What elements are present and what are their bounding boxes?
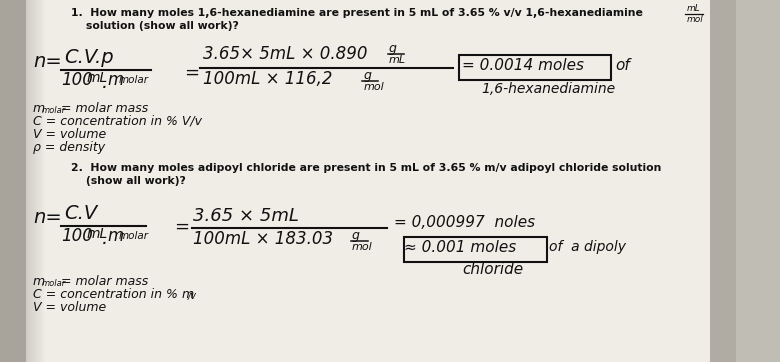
Bar [30, 0, 31, 362]
Text: molar: molar [41, 106, 66, 115]
Text: solution (show all work)?: solution (show all work)? [71, 21, 239, 31]
Bar [28, 0, 30, 362]
Text: mL: mL [87, 71, 108, 85]
Bar [42, 0, 44, 362]
Text: mL: mL [87, 227, 108, 241]
Text: molar: molar [119, 231, 149, 241]
Text: molar: molar [119, 75, 149, 85]
Text: (show all work)?: (show all work)? [71, 176, 186, 186]
Text: m: m [108, 227, 124, 245]
Text: V = volume: V = volume [33, 128, 106, 141]
Text: = molar mass: = molar mass [62, 275, 148, 288]
Text: C = concentration in %: C = concentration in % [33, 288, 178, 301]
Text: 3.65 × 5mL: 3.65 × 5mL [193, 207, 300, 225]
Text: mL: mL [687, 4, 700, 13]
Text: g: g [363, 69, 371, 82]
Text: n=: n= [33, 52, 62, 71]
Text: of  a dipoly: of a dipoly [549, 240, 626, 254]
Text: 100mL × 183.03: 100mL × 183.03 [193, 230, 334, 248]
Text: mL: mL [388, 55, 406, 65]
Text: V = volume: V = volume [33, 301, 106, 314]
Text: 2.  How many moles adipoyl chloride are present in 5 mL of 3.65 % m/v adipoyl ch: 2. How many moles adipoyl chloride are p… [71, 163, 661, 173]
Text: molar: molar [41, 279, 66, 288]
Bar [41, 0, 42, 362]
Text: =: = [175, 218, 190, 236]
Text: 1.  How many moles 1,6-hexanediamine are present in 5 mL of 3.65 % v/v 1,6-hexan: 1. How many moles 1,6-hexanediamine are … [71, 8, 643, 18]
Bar [32, 0, 33, 362]
Text: m: m [33, 275, 45, 288]
Text: mol: mol [687, 15, 704, 24]
Text: 100: 100 [62, 227, 93, 245]
Text: .: . [102, 229, 108, 248]
Bar [35, 0, 36, 362]
Text: ≈ 0.001 moles: ≈ 0.001 moles [404, 240, 516, 255]
Bar [31, 0, 32, 362]
Text: ρ = density: ρ = density [33, 141, 105, 154]
Text: n=: n= [33, 208, 62, 227]
Text: m: m [181, 288, 193, 301]
Text: = 0,000997  noles: = 0,000997 noles [395, 215, 536, 230]
Text: m: m [108, 71, 124, 89]
FancyBboxPatch shape [404, 236, 547, 261]
Text: 1,6-hexanediamine: 1,6-hexanediamine [481, 82, 615, 96]
Bar [0, 0, 27, 362]
Text: g: g [352, 229, 360, 242]
Text: =: = [184, 64, 199, 82]
Text: C.V.p: C.V.p [64, 48, 114, 67]
Text: of: of [615, 58, 630, 73]
FancyBboxPatch shape [27, 0, 736, 362]
Bar [40, 0, 41, 362]
Bar [39, 0, 40, 362]
Text: 100: 100 [62, 71, 93, 89]
Bar [27, 0, 28, 362]
FancyBboxPatch shape [459, 55, 611, 80]
Text: 100mL × 116,2: 100mL × 116,2 [203, 70, 332, 88]
Text: mol: mol [352, 242, 373, 252]
Bar [36, 0, 37, 362]
Text: 3.65× 5mL × 0.890: 3.65× 5mL × 0.890 [203, 45, 367, 63]
Text: g: g [388, 42, 397, 55]
Bar [34, 0, 35, 362]
Text: .: . [102, 73, 108, 92]
Text: m: m [33, 102, 45, 115]
Text: C = concentration in % V/v: C = concentration in % V/v [33, 115, 202, 128]
Bar [44, 0, 45, 362]
Text: chloride: chloride [463, 262, 523, 277]
Text: mol: mol [363, 82, 384, 92]
Text: C.V: C.V [64, 204, 98, 223]
Bar [710, 0, 736, 362]
Bar [37, 0, 39, 362]
Text: /v: /v [188, 291, 197, 302]
Text: = 0.0014 moles: = 0.0014 moles [463, 58, 584, 73]
Text: = molar mass: = molar mass [62, 102, 148, 115]
Bar [33, 0, 34, 362]
